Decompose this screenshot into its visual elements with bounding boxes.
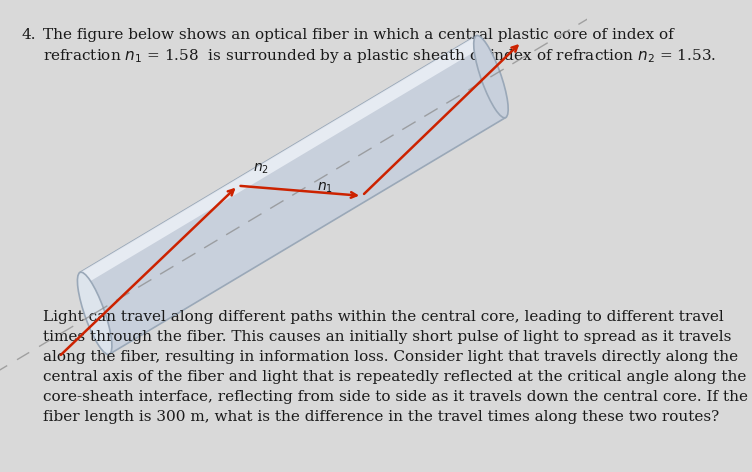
Ellipse shape — [474, 35, 508, 118]
Ellipse shape — [77, 272, 112, 354]
Polygon shape — [80, 36, 481, 285]
Text: 4.: 4. — [22, 28, 36, 42]
Text: $n_1$: $n_1$ — [317, 181, 333, 195]
Text: The figure below shows an optical fiber in which a central plastic core of index: The figure below shows an optical fiber … — [43, 28, 674, 42]
Text: Light can travel along different paths within the central core, leading to diffe: Light can travel along different paths w… — [43, 310, 748, 424]
Text: refraction $n_1$ = 1.58  is surrounded by a plastic sheath of index of refractio: refraction $n_1$ = 1.58 is surrounded by… — [43, 47, 716, 65]
Polygon shape — [80, 36, 506, 354]
Text: $n_2$: $n_2$ — [253, 162, 269, 177]
